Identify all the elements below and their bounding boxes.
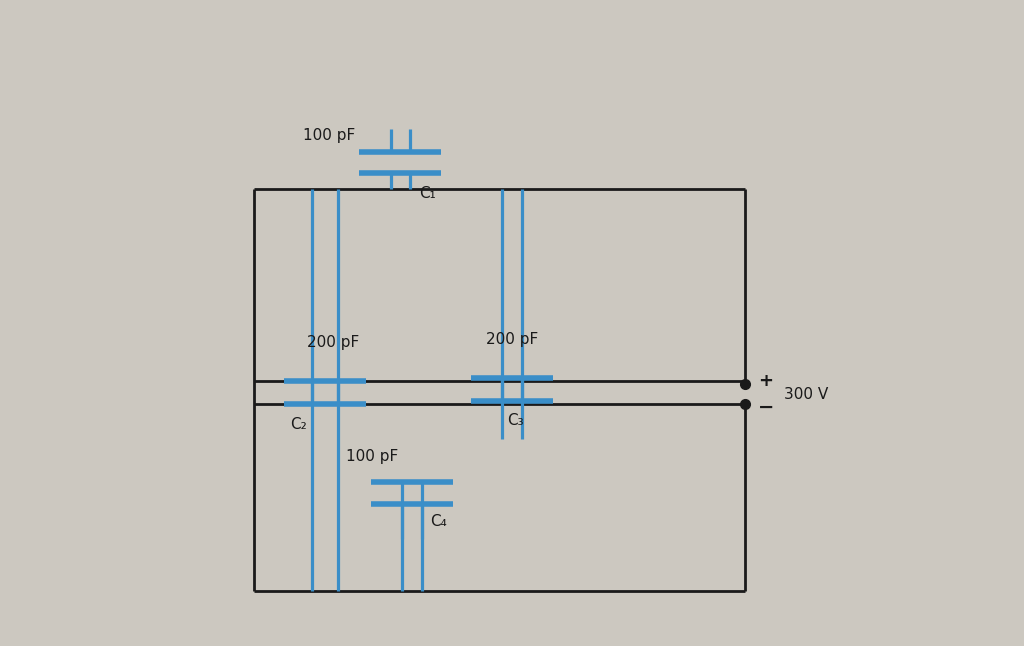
Text: 100 pF: 100 pF [303, 128, 355, 143]
Text: 100 pF: 100 pF [345, 448, 398, 464]
Text: 200 pF: 200 pF [307, 335, 359, 350]
Text: −: − [758, 397, 774, 417]
Text: +: + [758, 372, 773, 390]
Text: C₂: C₂ [291, 417, 307, 432]
Text: 300 V: 300 V [784, 386, 828, 402]
Text: C₃: C₃ [507, 413, 523, 428]
Text: C₄: C₄ [430, 514, 447, 528]
Text: 200 pF: 200 pF [486, 331, 539, 347]
Text: C₁: C₁ [419, 186, 435, 201]
